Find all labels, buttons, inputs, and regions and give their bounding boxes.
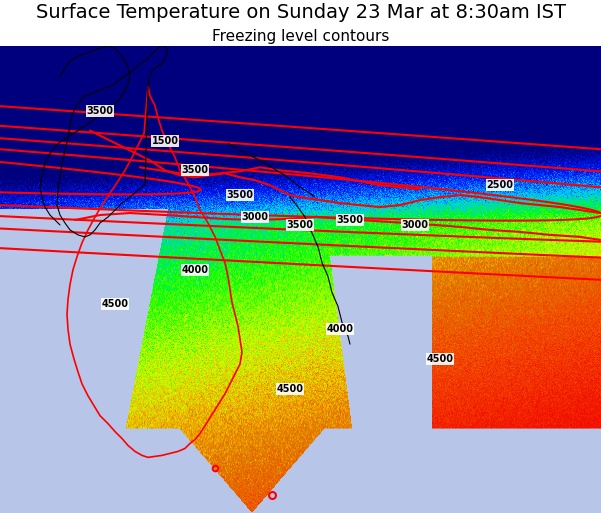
Text: 3000: 3000	[401, 220, 429, 230]
Text: 3500: 3500	[337, 215, 364, 225]
Text: 3500: 3500	[87, 106, 114, 116]
Text: 4500: 4500	[276, 384, 304, 394]
Text: 4500: 4500	[102, 300, 129, 309]
Text: 3500: 3500	[227, 190, 254, 200]
Text: 4000: 4000	[182, 265, 209, 274]
Text: 4500: 4500	[427, 354, 454, 364]
Text: 3000: 3000	[242, 212, 269, 222]
Text: 1500: 1500	[151, 135, 178, 146]
Text: 3500: 3500	[182, 165, 209, 175]
Text: 4000: 4000	[326, 324, 353, 334]
Text: Freezing level contours: Freezing level contours	[212, 29, 389, 44]
Text: Surface Temperature on Sunday 23 Mar at 8:30am IST: Surface Temperature on Sunday 23 Mar at …	[35, 4, 566, 23]
Text: 2500: 2500	[486, 180, 513, 190]
Text: 3500: 3500	[287, 220, 314, 230]
